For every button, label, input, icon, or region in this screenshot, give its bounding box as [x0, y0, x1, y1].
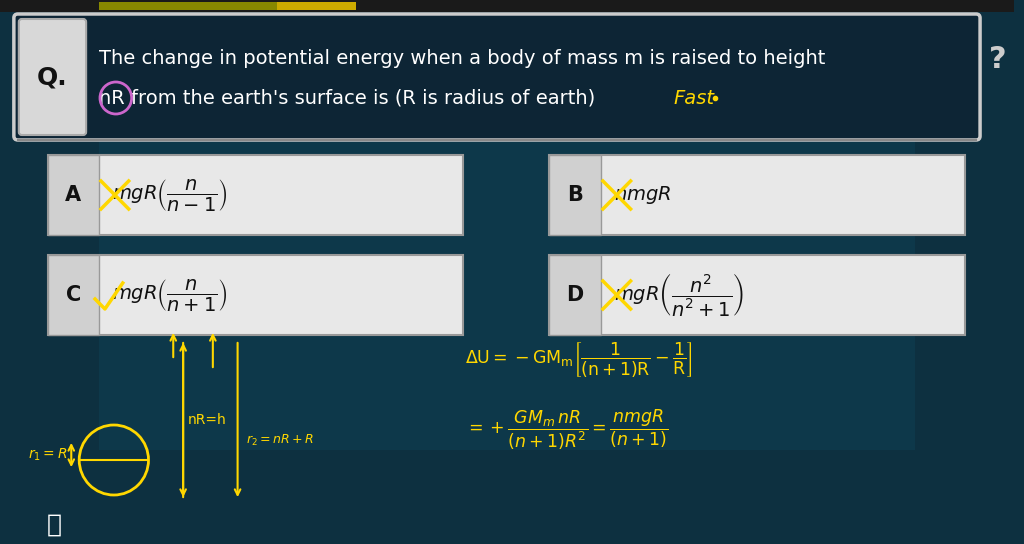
Text: B: B [567, 185, 583, 205]
Bar [278, 2, 356, 10]
Text: $nmgR$: $nmgR$ [613, 184, 671, 206]
FancyBboxPatch shape [47, 255, 99, 335]
FancyBboxPatch shape [550, 155, 601, 235]
Bar [99, 2, 278, 10]
Text: ?: ? [989, 46, 1007, 75]
FancyBboxPatch shape [550, 255, 601, 335]
Text: C: C [66, 285, 81, 305]
FancyBboxPatch shape [550, 255, 966, 335]
Text: nR from the earth's surface is (R is radius of earth): nR from the earth's surface is (R is rad… [99, 89, 595, 108]
FancyBboxPatch shape [47, 155, 99, 235]
Text: $\mathdefault{\Delta U = -GM_m\left[\dfrac{1}{(n+1)R} - \dfrac{1}{R}\right]}$: $\mathdefault{\Delta U = -GM_m\left[\dfr… [465, 341, 693, 380]
Bar [99, 100, 914, 450]
Text: A: A [66, 185, 81, 205]
Text: D: D [566, 285, 584, 305]
Text: The change in potential energy when a body of mass m is raised to height: The change in potential energy when a bo… [99, 48, 825, 67]
Text: $= +\dfrac{GM_m\,nR}{(n+1)R^2} = \dfrac{nmgR}{(n+1)}$: $= +\dfrac{GM_m\,nR}{(n+1)R^2} = \dfrac{… [465, 408, 669, 452]
Text: $r_1=R$: $r_1=R$ [28, 447, 68, 463]
Text: Fast: Fast [673, 89, 714, 108]
FancyBboxPatch shape [47, 155, 463, 235]
Text: $mgR\left(\dfrac{n^2}{n^2+1}\right)$: $mgR\left(\dfrac{n^2}{n^2+1}\right)$ [613, 271, 743, 318]
Text: nR=h: nR=h [188, 413, 227, 427]
Text: Q.: Q. [37, 65, 68, 89]
Text: $mgR\left(\dfrac{n}{n+1}\right)$: $mgR\left(\dfrac{n}{n+1}\right)$ [112, 277, 227, 313]
Text: $mgR\left(\dfrac{n}{n-1}\right)$: $mgR\left(\dfrac{n}{n-1}\right)$ [112, 177, 227, 213]
FancyBboxPatch shape [550, 155, 966, 235]
Text: 🏹: 🏹 [47, 513, 61, 537]
FancyBboxPatch shape [47, 255, 463, 335]
Text: $r_2=nR+R$: $r_2=nR+R$ [246, 432, 313, 448]
Bar [0, 0, 1014, 12]
FancyBboxPatch shape [14, 14, 980, 140]
FancyBboxPatch shape [18, 19, 86, 135]
